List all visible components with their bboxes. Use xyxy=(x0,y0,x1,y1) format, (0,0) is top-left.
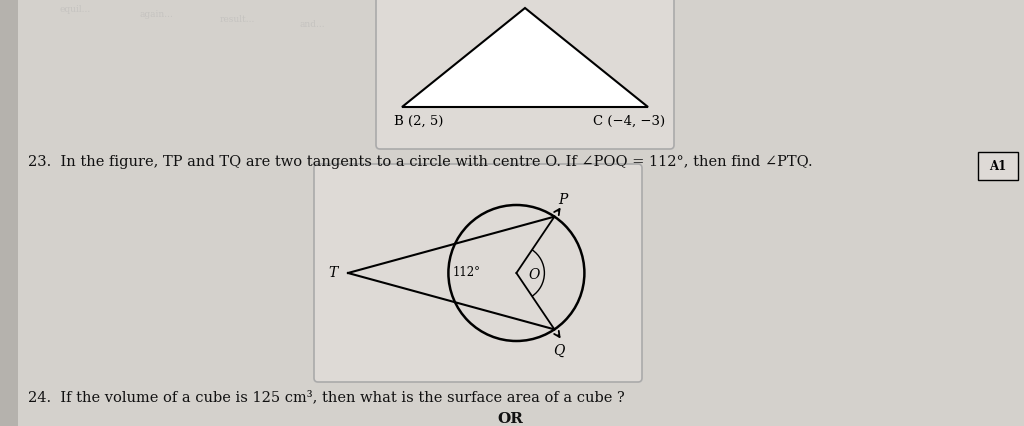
FancyBboxPatch shape xyxy=(376,0,674,149)
Text: equil...: equil... xyxy=(60,5,91,14)
FancyBboxPatch shape xyxy=(314,164,642,382)
Bar xyxy=(0,0,18,426)
Text: result...: result... xyxy=(220,15,255,24)
Text: Q: Q xyxy=(553,343,564,357)
Text: 24.  If the volume of a cube is 125 cm³, then what is the surface area of a cube: 24. If the volume of a cube is 125 cm³, … xyxy=(28,390,625,404)
Text: OR: OR xyxy=(497,412,523,426)
Text: B (2, 5): B (2, 5) xyxy=(394,115,443,128)
Text: 23.  In the figure, TP and TQ are two tangents to a circle with centre O. If ∠PO: 23. In the figure, TP and TQ are two tan… xyxy=(28,155,813,169)
Text: C (−4, −3): C (−4, −3) xyxy=(593,115,666,128)
Text: O: O xyxy=(528,268,540,282)
Text: T: T xyxy=(329,266,338,280)
Text: A1: A1 xyxy=(989,159,1007,173)
Text: and...: and... xyxy=(300,20,326,29)
Text: P: P xyxy=(558,193,567,207)
Polygon shape xyxy=(402,8,648,107)
Text: again...: again... xyxy=(140,10,174,19)
FancyBboxPatch shape xyxy=(978,152,1018,180)
Text: 112°: 112° xyxy=(453,267,480,279)
